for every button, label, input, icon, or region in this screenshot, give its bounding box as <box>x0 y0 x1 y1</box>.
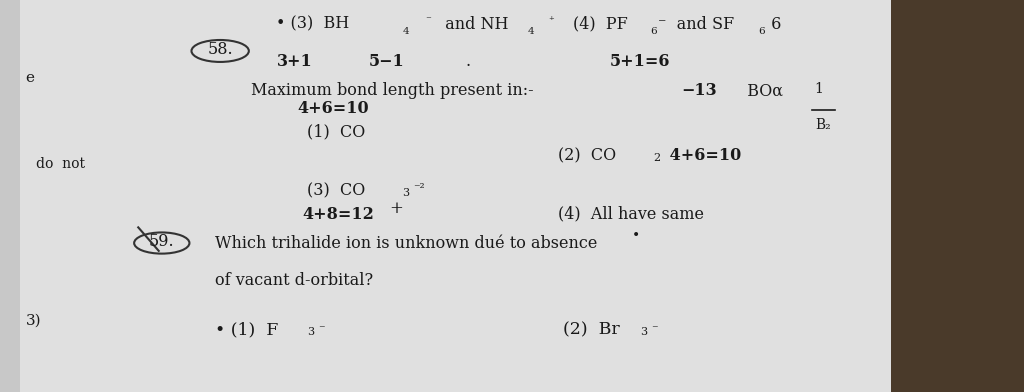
Text: ⁻  and SF: ⁻ and SF <box>658 16 734 33</box>
Text: 3: 3 <box>307 327 314 338</box>
Text: •: • <box>632 229 640 243</box>
Text: 6: 6 <box>766 16 781 33</box>
FancyBboxPatch shape <box>891 0 1024 392</box>
Text: • (3)  BH: • (3) BH <box>276 16 350 33</box>
Text: do  not: do not <box>36 157 85 171</box>
Text: ⁻: ⁻ <box>318 323 325 336</box>
FancyBboxPatch shape <box>20 0 891 392</box>
Text: .: . <box>466 53 471 70</box>
Text: 4+8=12: 4+8=12 <box>302 206 374 223</box>
Text: ⁻: ⁻ <box>425 16 431 26</box>
Text: 59.: 59. <box>148 232 175 250</box>
Text: 3): 3) <box>26 314 41 328</box>
Text: (2)  Br: (2) Br <box>563 321 620 338</box>
Text: 4: 4 <box>527 27 534 36</box>
Text: (4)  All have same: (4) All have same <box>558 206 705 223</box>
Text: +: + <box>389 200 403 217</box>
Text: e: e <box>26 71 35 85</box>
Text: 3+1: 3+1 <box>276 53 312 70</box>
Text: of vacant d-orbital?: of vacant d-orbital? <box>215 272 373 289</box>
Text: −13: −13 <box>681 82 717 99</box>
Text: ⁺: ⁺ <box>548 16 554 26</box>
Text: (2)  CO: (2) CO <box>558 147 616 164</box>
Text: 3: 3 <box>640 327 647 338</box>
Text: 5−1: 5−1 <box>369 53 404 70</box>
Text: ⁻: ⁻ <box>651 323 657 336</box>
Text: 5+1=6: 5+1=6 <box>609 53 670 70</box>
Text: 4+6=10: 4+6=10 <box>297 100 369 117</box>
Text: 6: 6 <box>650 27 656 36</box>
Text: 1: 1 <box>814 82 823 96</box>
Text: 6: 6 <box>758 27 764 36</box>
Text: 4+6=10: 4+6=10 <box>664 147 740 164</box>
Text: Maximum bond length present in:-: Maximum bond length present in:- <box>251 82 534 99</box>
Text: BOα: BOα <box>737 82 783 99</box>
Text: Which trihalide ion is unknown dué to absence: Which trihalide ion is unknown dué to ab… <box>215 235 597 252</box>
Text: 2: 2 <box>653 153 660 163</box>
Text: B₂: B₂ <box>815 118 830 132</box>
Text: 3: 3 <box>402 188 410 198</box>
Text: (3)  CO: (3) CO <box>307 182 366 199</box>
Text: and NH: and NH <box>435 16 509 33</box>
Text: (4)  PF: (4) PF <box>573 16 628 33</box>
Text: ⁻²: ⁻² <box>413 182 424 195</box>
Text: • (1)  F: • (1) F <box>215 321 279 338</box>
Text: 58.: 58. <box>207 40 233 58</box>
Text: 4: 4 <box>402 27 409 36</box>
Text: (1)  CO: (1) CO <box>307 123 366 140</box>
